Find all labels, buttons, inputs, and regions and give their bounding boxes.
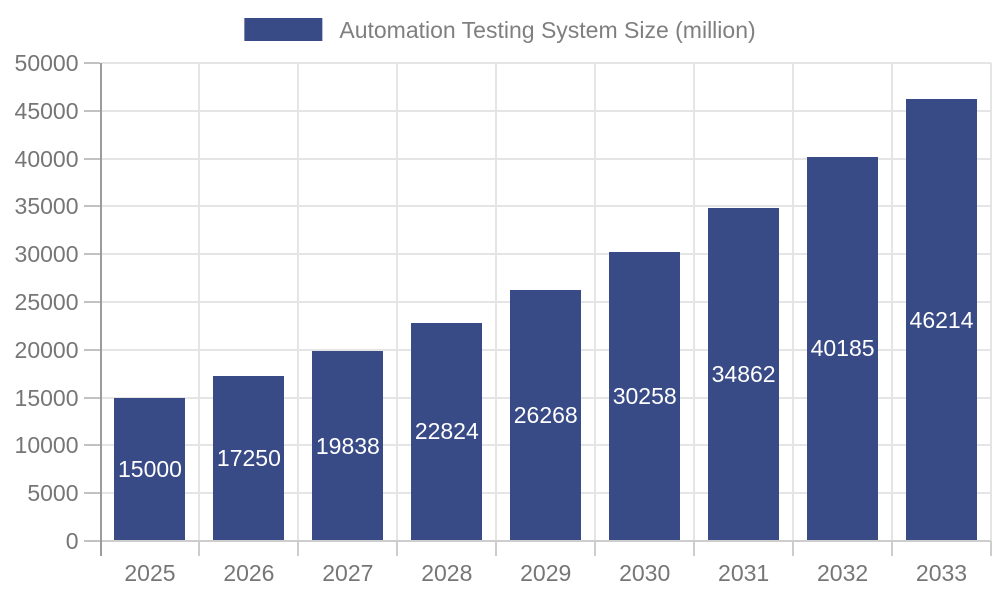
x-tick-label: 2032 [816, 560, 869, 586]
y-axis-tick [83, 109, 100, 112]
y-axis-tick [83, 540, 100, 542]
y-tick-label: 35000 [14, 193, 79, 220]
bar: 26268 [510, 289, 582, 541]
y-tick-label: 25000 [14, 289, 79, 315]
legend-item[interactable]: Automation Testing System Size (million) [244, 17, 756, 43]
gridline-vertical [891, 63, 894, 541]
gridline-horizontal [100, 205, 991, 208]
y-tick-label: 50000 [14, 50, 79, 76]
bar-value-label: 26268 [513, 401, 578, 428]
gridline-vertical [990, 63, 992, 541]
y-axis-tick [83, 205, 100, 208]
y-tick-label: 0 [65, 528, 79, 554]
x-axis-tick [495, 541, 498, 556]
y-tick-label: 40000 [14, 145, 79, 172]
gridline-vertical [396, 63, 399, 541]
gridline-vertical [792, 63, 795, 541]
y-axis-tick [83, 492, 100, 495]
bar: 19838 [312, 351, 384, 541]
y-axis-tick [83, 444, 100, 447]
bar: 40185 [807, 156, 879, 541]
bar-value-label: 15000 [117, 455, 182, 482]
x-tick-label: 2028 [421, 560, 473, 586]
bar-value-label: 22824 [414, 418, 479, 445]
x-axis-tick [693, 541, 696, 556]
gridline-vertical [594, 63, 597, 541]
x-axis-tick [594, 541, 597, 556]
y-tick-label: 45000 [14, 97, 79, 124]
y-axis-line [99, 63, 102, 556]
bar-value-label: 40185 [810, 335, 875, 362]
x-axis-line [100, 540, 991, 542]
gridline-horizontal [100, 253, 991, 256]
x-axis-tick [198, 541, 201, 556]
bar: 17250 [213, 376, 285, 541]
bar: 15000 [114, 397, 186, 541]
bar-value-label: 34862 [711, 360, 776, 387]
y-axis-tick [83, 62, 100, 64]
legend-swatch-icon [244, 18, 323, 41]
gridline-vertical [198, 63, 201, 541]
x-axis-tick [297, 541, 300, 556]
gridline-vertical [495, 63, 498, 541]
y-tick-label: 10000 [14, 432, 79, 459]
y-axis-tick [83, 301, 100, 303]
bar: 22824 [411, 322, 483, 541]
x-axis-tick [396, 541, 399, 556]
x-tick-label: 2033 [915, 560, 968, 586]
gridline-vertical [297, 63, 300, 541]
y-tick-label: 20000 [14, 336, 79, 363]
gridline-horizontal [100, 62, 991, 64]
bar-value-label: 46214 [909, 306, 974, 333]
bar: 34862 [708, 207, 780, 541]
x-axis-tick [792, 541, 795, 556]
y-axis-tick [83, 253, 100, 256]
y-tick-label: 5000 [27, 480, 79, 507]
y-axis-tick [83, 396, 100, 399]
legend-label: Automation Testing System Size (million) [339, 17, 756, 43]
y-tick-label: 15000 [14, 384, 79, 411]
bar: 30258 [609, 251, 681, 541]
bar-value-label: 17250 [216, 445, 281, 472]
bar: 46214 [906, 99, 978, 541]
y-axis-tick [83, 348, 100, 351]
x-tick-label: 2027 [322, 560, 374, 586]
x-tick-label: 2031 [718, 560, 770, 586]
x-axis-tick [891, 541, 894, 556]
y-axis-tick [83, 157, 100, 160]
y-tick-label: 30000 [14, 241, 79, 268]
x-tick-label: 2026 [223, 560, 275, 586]
bar-value-label: 19838 [315, 432, 380, 459]
bar-value-label: 30258 [612, 382, 677, 409]
gridline-horizontal [100, 157, 991, 160]
x-tick-label: 2030 [619, 560, 671, 586]
gridline-vertical [693, 63, 696, 541]
x-axis-tick [990, 541, 992, 556]
gridline-horizontal [100, 109, 991, 112]
x-tick-label: 2025 [124, 560, 176, 586]
x-tick-label: 2029 [520, 560, 572, 586]
